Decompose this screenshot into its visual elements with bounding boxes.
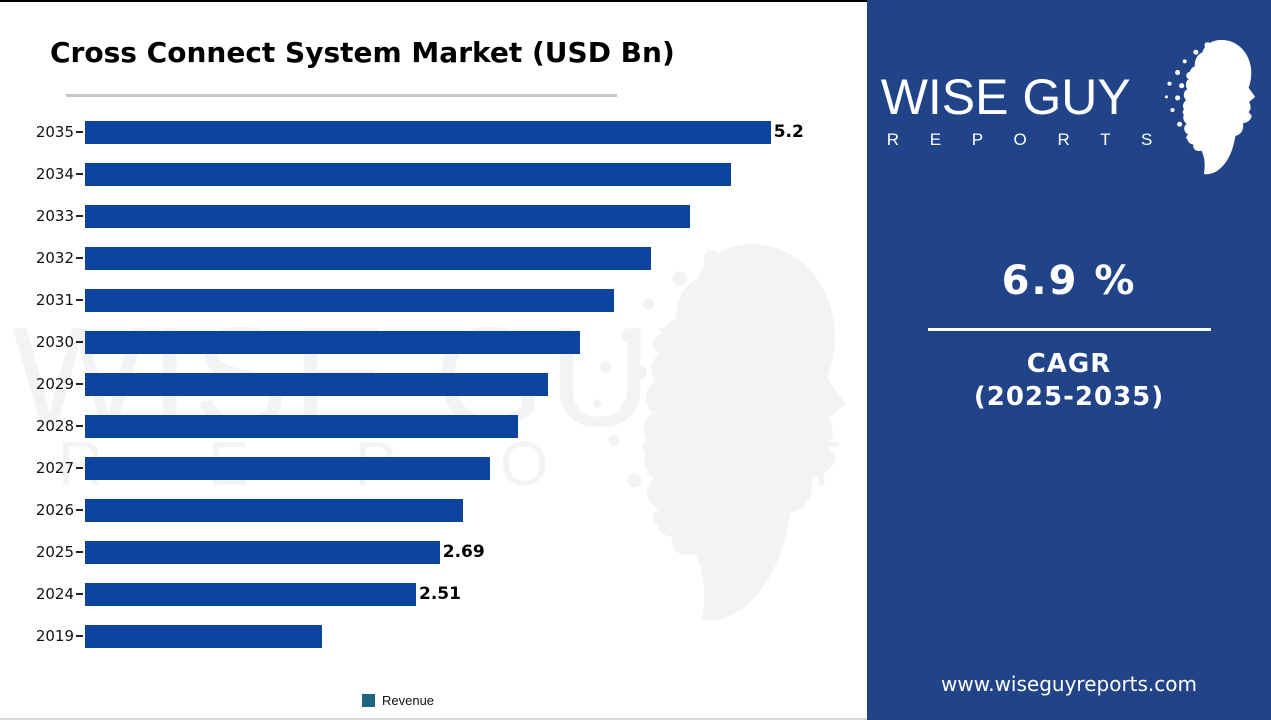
chart-row-2025: 2025 2.69 [0,531,867,573]
bar-rows: 2035 5.2 2034 2033 2032 2031 2030 2029 2028 2027 2… [0,111,867,657]
y-tick-mark [76,635,83,637]
y-tick-mark [76,257,83,259]
y-tick-mark [76,593,83,595]
chart-row-2030: 2030 [0,321,867,363]
chart-row-2019: 2019 [0,615,867,657]
bar-2024 [85,582,416,606]
y-tick-label: 2033 [35,207,74,225]
chart-row-2032: 2032 [0,237,867,279]
logo-subtitle: R E P O R T S [886,130,1166,149]
y-tick-label: 2035 [35,123,74,141]
y-tick-label: 2030 [35,333,74,351]
chart-row-2034: 2034 [0,153,867,195]
chart-row-2035: 2035 5.2 [0,111,867,153]
y-tick-label: 2026 [35,501,74,519]
bar-value-label: 2.51 [418,584,461,604]
bar-value-label: 2.69 [442,542,485,562]
y-tick-mark [76,509,83,511]
cagr-block: 6.9 % CAGR (2025-2035) [867,258,1271,412]
bar-2030 [85,330,580,354]
chart-row-2031: 2031 [0,279,867,321]
chart-panel: Cross Connect System Market (USD Bn) WIS… [0,0,867,720]
cagr-range: (2025-2035) [973,382,1165,412]
chart-row-2026: 2026 [0,489,867,531]
y-tick-label: 2019 [35,627,74,645]
cagr-label: CAGR [1026,349,1112,379]
chart-row-2028: 2028 [0,405,867,447]
bar-2029 [85,372,548,396]
y-tick-mark [76,467,83,469]
y-tick-label: 2027 [35,459,74,477]
bar-2035 [85,120,771,144]
y-tick-label: 2034 [35,165,74,183]
chart-row-2029: 2029 [0,363,867,405]
bar-2032 [85,246,651,270]
bottom-border [0,718,867,720]
chart-row-2033: 2033 [0,195,867,237]
legend: Revenue [362,693,434,708]
bar-2026 [85,498,464,522]
legend-label-revenue: Revenue [382,693,435,708]
y-tick-mark [76,215,83,217]
y-tick-mark [76,173,83,175]
legend-swatch-revenue [362,694,375,707]
y-tick-mark [76,425,83,427]
logo-title: WISE GUY [880,69,1131,125]
y-tick-mark [76,383,83,385]
bar-2031 [85,288,614,312]
y-tick-label: 2024 [35,585,74,603]
y-tick-label: 2025 [35,543,74,561]
y-tick-mark [76,299,83,301]
y-tick-mark [76,131,83,133]
y-tick-mark [76,551,83,553]
bar-2033 [85,204,691,228]
website-url: www.wiseguyreports.com [940,672,1197,696]
y-tick-label: 2028 [35,417,74,435]
logo-head-icon [1165,40,1256,175]
bar-chart: WISE GUY R E P O R T S 20355.22034203320… [0,111,867,657]
cagr-value: 6.9 % [1001,258,1137,304]
y-tick-label: 2031 [35,291,74,309]
bar-2027 [85,456,490,480]
bar-2034 [85,162,732,186]
brand-panel: WISE GUY R E P O R T S 6.9 % CAGR (2025-… [867,0,1271,720]
wise-guy-logo: WISE GUY R E P O R T S [867,36,1271,178]
chart-row-2027: 2027 [0,447,867,489]
chart-title: Cross Connect System Market (USD Bn) [50,36,675,69]
y-tick-label: 2032 [35,249,74,267]
chart-row-2024: 2024 2.51 [0,573,867,615]
y-tick-label: 2029 [35,375,74,393]
cagr-divider [927,328,1211,331]
y-tick-mark [76,341,83,343]
bar-2019 [85,624,323,648]
bar-2025 [85,540,440,564]
bar-2028 [85,414,518,438]
logo-text: WISE GUY R E P O R T S [881,68,1166,150]
bar-value-label: 5.2 [773,122,804,142]
title-underline [66,94,617,97]
